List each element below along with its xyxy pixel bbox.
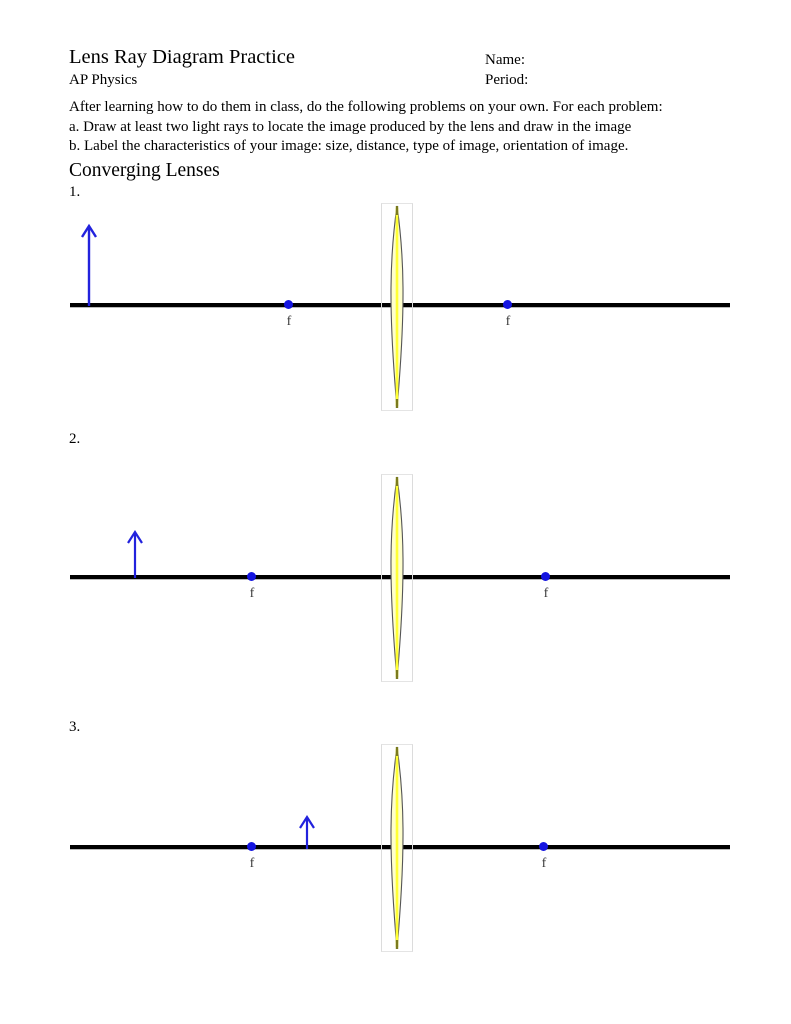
object-arrow-3 bbox=[297, 813, 317, 849]
focal-label-right-1: f bbox=[505, 314, 511, 329]
lens-bounding-box-2 bbox=[381, 474, 413, 682]
section-heading-converging-lenses: Converging Lenses bbox=[69, 160, 220, 181]
course-subtitle: AP Physics bbox=[69, 72, 138, 88]
focal-point-left-2 bbox=[247, 572, 256, 581]
instructions-intro: After learning how to do them in class, … bbox=[69, 99, 663, 115]
lens-bounding-box-1 bbox=[381, 203, 413, 411]
focal-label-left-2: f bbox=[249, 586, 255, 601]
name-field-label: Name: bbox=[485, 52, 525, 68]
focal-point-right-1 bbox=[503, 300, 512, 309]
lens-bounding-box-3 bbox=[381, 744, 413, 952]
converging-lens-1 bbox=[381, 203, 413, 411]
problem-2-number: 2. bbox=[69, 431, 81, 447]
focal-label-left-3: f bbox=[249, 856, 255, 871]
instructions-item-a: a. Draw at least two light rays to locat… bbox=[69, 118, 632, 135]
problem-3-number: 3. bbox=[69, 719, 81, 735]
focal-label-right-2: f bbox=[543, 586, 549, 601]
focal-point-left-3 bbox=[247, 842, 256, 851]
focal-point-right-2 bbox=[541, 572, 550, 581]
focal-label-left-1: f bbox=[286, 314, 292, 329]
converging-lens-3 bbox=[381, 744, 413, 952]
object-arrow-2 bbox=[125, 528, 145, 578]
converging-lens-2 bbox=[381, 474, 413, 682]
page-title: Lens Ray Diagram Practice bbox=[69, 46, 295, 68]
focal-point-right-3 bbox=[539, 842, 548, 851]
focal-point-left-1 bbox=[284, 300, 293, 309]
instructions-item-b: b. Label the characteristics of your ima… bbox=[69, 138, 629, 154]
instructions-block: After learning how to do them in class, … bbox=[69, 98, 729, 157]
problem-1-number: 1. bbox=[69, 184, 81, 200]
object-arrow-1 bbox=[79, 222, 99, 306]
period-field-label: Period: bbox=[485, 72, 529, 88]
focal-label-right-3: f bbox=[541, 856, 547, 871]
